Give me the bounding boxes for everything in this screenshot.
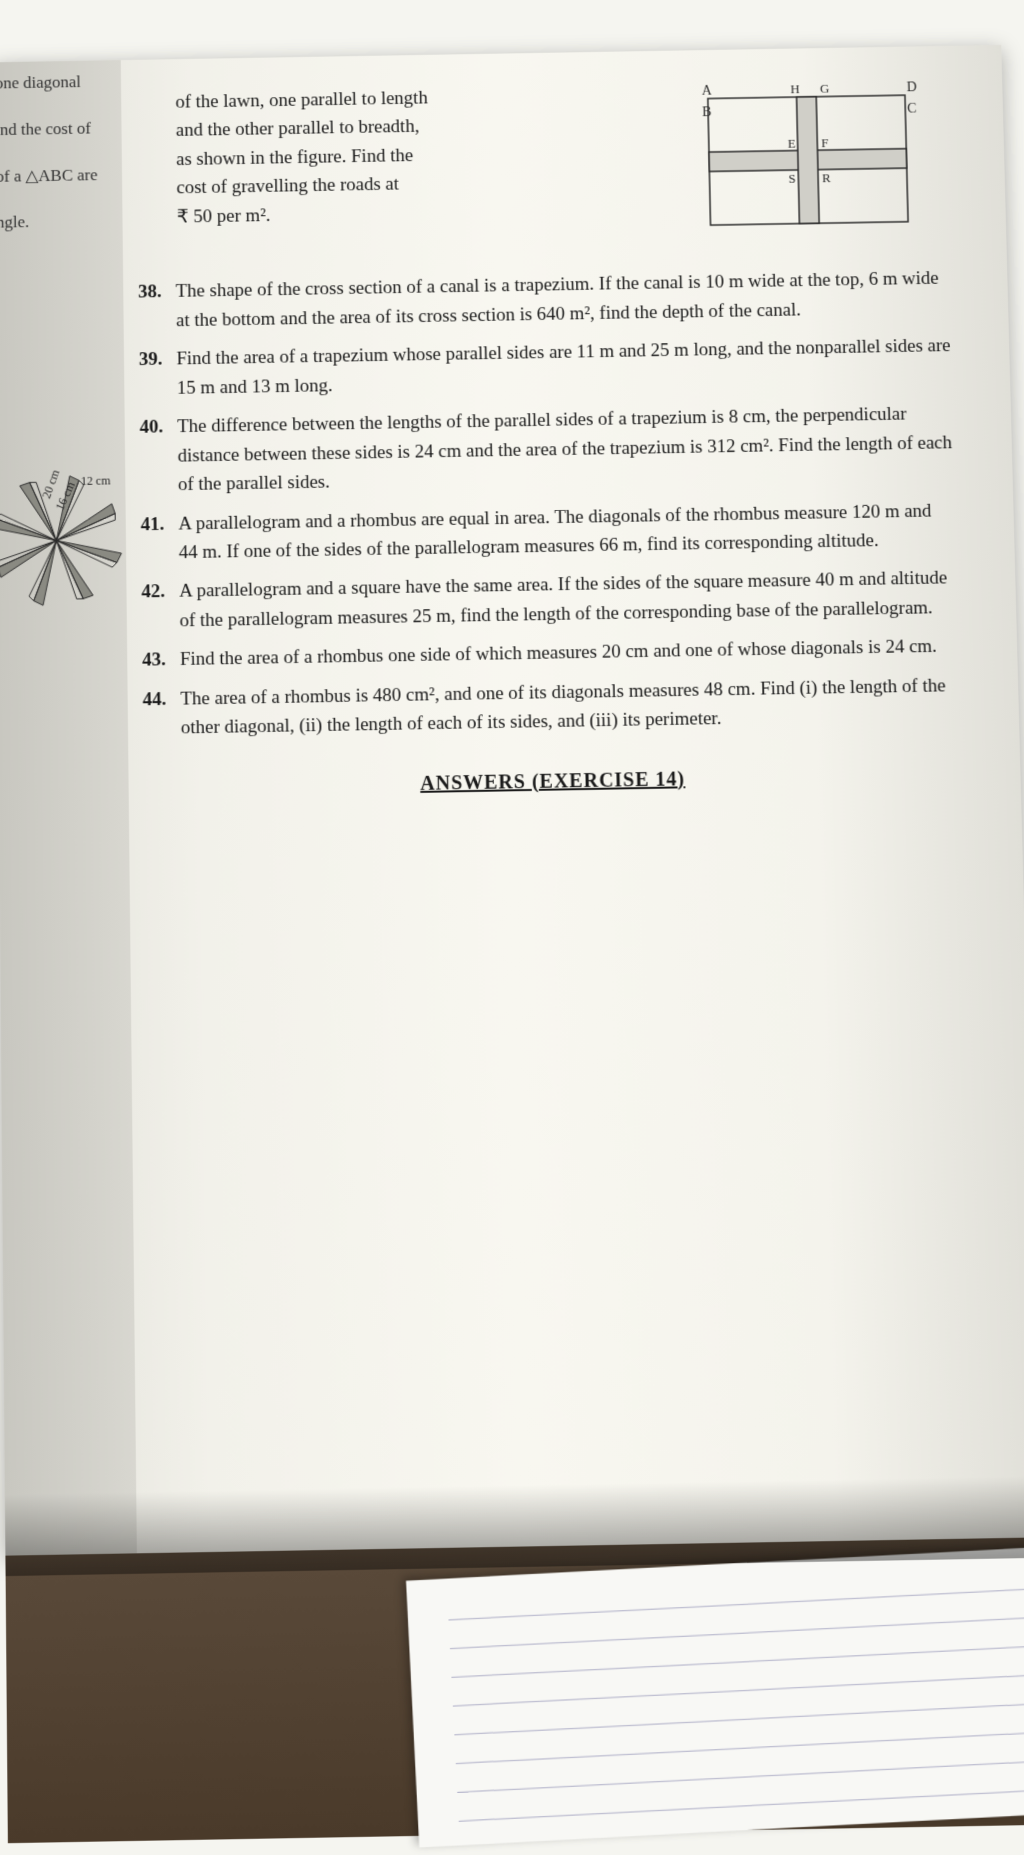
problem-41: 41. A parallelogram and a rhombus are eq…: [141, 496, 957, 568]
label-C: C: [907, 102, 917, 117]
problem-number: 43.: [142, 645, 180, 675]
problem-number: 40.: [139, 413, 178, 501]
problem-text: The difference between the lengths of th…: [177, 399, 954, 499]
notebook-rule-line: [450, 1616, 1024, 1649]
pinwheel-blade: [29, 541, 57, 606]
notebook-rule-line: [457, 1760, 1024, 1793]
page-wrapper: one diagonal ind the cost of of a △ABC a…: [0, 6, 1024, 1843]
label-S: S: [788, 172, 795, 186]
problem-42: 42. A parallelogram and a square have th…: [141, 564, 957, 636]
notebook-rule-line: [456, 1731, 1024, 1764]
problem-number: 39.: [139, 345, 177, 403]
notebook: [406, 1546, 1024, 1848]
label-A: A: [702, 84, 712, 99]
book-page: one diagonal ind the cost of of a △ABC a…: [0, 45, 1024, 1556]
notebook-rule-line: [453, 1674, 1024, 1707]
label-H: H: [790, 82, 800, 96]
problem-43: 43. Find the area of a rhombus one side …: [142, 632, 959, 675]
problem-number: 41.: [141, 509, 179, 568]
notebook-rule-line: [454, 1703, 1024, 1736]
fragment-2: ind the cost of: [0, 116, 114, 141]
problem-44: 44. The area of a rhombus is 480 cm², an…: [142, 671, 960, 744]
problem-number: 44.: [142, 684, 181, 743]
pinwheel-dim-12: 12 cm: [81, 474, 112, 488]
content-area: A B D C E F G H S R of the lawn, one par…: [136, 75, 962, 804]
label-B: B: [702, 105, 712, 120]
problem-40: 40. The difference between the lengths o…: [139, 399, 954, 500]
problem-39: 39. Find the area of a trapezium whose p…: [139, 332, 952, 404]
label-G: G: [820, 82, 830, 96]
problem-text: Find the area of a rhombus one side of w…: [180, 632, 959, 675]
problem-text: A parallelogram and a square have the sa…: [179, 564, 958, 636]
problem-number: 42.: [141, 577, 179, 636]
label-E: E: [788, 137, 796, 151]
fragment-4: ngle.: [0, 209, 115, 234]
problem-number: 38.: [138, 278, 176, 336]
label-F: F: [821, 136, 828, 150]
pinwheel-blade: [56, 539, 121, 568]
rectangle-diagram-container: A B D C E F G H S R: [688, 75, 929, 254]
label-D: D: [907, 80, 917, 95]
rectangle-roads-diagram: A B D C E F G H S R: [688, 75, 929, 245]
problem-text: A parallelogram and a rhombus are equal …: [178, 496, 956, 568]
label-R: R: [822, 171, 831, 185]
problem-text: The shape of the cross section of a cana…: [176, 264, 951, 335]
notebook-rule-line: [451, 1645, 1024, 1678]
notebook-rule-line: [448, 1588, 1024, 1621]
notebook-rule-line: [459, 1789, 1024, 1822]
left-fragment-text: one diagonal ind the cost of of a △ABC a…: [0, 70, 115, 258]
left-margin: one diagonal ind the cost of of a △ABC a…: [0, 60, 137, 1556]
pinwheel-diagram: 12 cm 20 cm 16 cm: [0, 451, 127, 631]
answers-heading: ANSWERS (EXERCISE 14): [143, 759, 962, 804]
fragment-1: one diagonal: [0, 70, 113, 95]
fragment-3: of a △ABC are: [0, 163, 114, 188]
problem-text: The area of a rhombus is 480 cm², and on…: [180, 671, 960, 743]
problem-text: Find the area of a trapezium whose paral…: [176, 332, 952, 403]
